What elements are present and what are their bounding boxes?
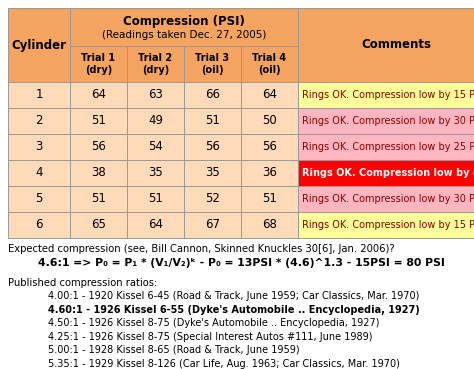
Text: Rings OK. Compression low by 45 PSI!: Rings OK. Compression low by 45 PSI! bbox=[302, 168, 474, 178]
Text: 63: 63 bbox=[148, 89, 163, 101]
Text: 68: 68 bbox=[262, 218, 277, 231]
Bar bbox=[70, 134, 127, 160]
Text: 56: 56 bbox=[262, 141, 277, 154]
Text: 4.60:1 - 1926 Kissel 6-55 (Dyke's Automobile .. Encyclopedia, 1927): 4.60:1 - 1926 Kissel 6-55 (Dyke's Automo… bbox=[48, 305, 420, 315]
Bar bbox=[127, 82, 184, 108]
Bar bbox=[8, 160, 70, 186]
Text: 56: 56 bbox=[205, 141, 220, 154]
Text: 49: 49 bbox=[148, 114, 163, 128]
Text: 64: 64 bbox=[148, 218, 163, 231]
Bar bbox=[127, 212, 184, 238]
Text: 4.6:1 => P₀ = P₁ * (V₁/V₂)ᵏ - P₀ = 13PSI * (4.6)^1.3 - 15PSI = 80 PSI: 4.6:1 => P₀ = P₁ * (V₁/V₂)ᵏ - P₀ = 13PSI… bbox=[38, 258, 445, 268]
Bar bbox=[127, 186, 184, 212]
Text: 4.25:1 - 1926 Kissel 8-75 (Special Interest Autos #111, June 1989): 4.25:1 - 1926 Kissel 8-75 (Special Inter… bbox=[48, 332, 373, 342]
Text: 66: 66 bbox=[205, 89, 220, 101]
Bar bbox=[241, 212, 298, 238]
Text: Trial 3
(oil): Trial 3 (oil) bbox=[195, 53, 229, 75]
Text: 5.35:1 - 1929 Kissel 8-126 (Car Life, Aug. 1963; Car Classics, Mar. 1970): 5.35:1 - 1929 Kissel 8-126 (Car Life, Au… bbox=[48, 359, 400, 369]
Bar bbox=[298, 134, 474, 160]
Text: Rings OK. Compression low by 15 PSI.: Rings OK. Compression low by 15 PSI. bbox=[302, 220, 474, 230]
Text: 1: 1 bbox=[35, 89, 43, 101]
Bar bbox=[184, 160, 241, 186]
Bar bbox=[127, 160, 184, 186]
Text: Rings OK. Compression low by 25 PSI.: Rings OK. Compression low by 25 PSI. bbox=[302, 142, 474, 152]
Text: 54: 54 bbox=[148, 141, 163, 154]
Text: Trial 1
(dry): Trial 1 (dry) bbox=[82, 53, 116, 75]
Bar bbox=[241, 46, 298, 82]
Bar bbox=[8, 82, 70, 108]
Bar bbox=[70, 82, 127, 108]
Text: 64: 64 bbox=[91, 89, 106, 101]
Text: 2: 2 bbox=[35, 114, 43, 128]
Bar bbox=[298, 160, 474, 186]
Text: 4.50:1 - 1926 Kissel 8-75 (Dyke's Automobile .. Encyclopedia, 1927): 4.50:1 - 1926 Kissel 8-75 (Dyke's Automo… bbox=[48, 318, 380, 328]
Text: 5: 5 bbox=[35, 193, 43, 206]
Bar bbox=[184, 134, 241, 160]
Text: 50: 50 bbox=[262, 114, 277, 128]
Bar bbox=[184, 108, 241, 134]
Bar bbox=[298, 8, 474, 82]
Text: 38: 38 bbox=[91, 166, 106, 179]
Text: 36: 36 bbox=[262, 166, 277, 179]
Text: Compression (PSI): Compression (PSI) bbox=[123, 15, 245, 28]
Text: 56: 56 bbox=[91, 141, 106, 154]
Bar bbox=[8, 212, 70, 238]
Text: Rings OK. Compression low by 30 PSI.: Rings OK. Compression low by 30 PSI. bbox=[302, 194, 474, 204]
Text: 51: 51 bbox=[91, 114, 106, 128]
Text: 52: 52 bbox=[205, 193, 220, 206]
Text: 4.00:1 - 1920 Kissel 6-45 (Road & Track, June 1959; Car Classics, Mar. 1970): 4.00:1 - 1920 Kissel 6-45 (Road & Track,… bbox=[48, 291, 419, 301]
Bar bbox=[298, 212, 474, 238]
Bar bbox=[70, 212, 127, 238]
Bar bbox=[298, 108, 474, 134]
Text: 51: 51 bbox=[148, 193, 163, 206]
Bar bbox=[127, 134, 184, 160]
Text: 51: 51 bbox=[262, 193, 277, 206]
Text: Trial 4
(oil): Trial 4 (oil) bbox=[253, 53, 287, 75]
Bar bbox=[8, 186, 70, 212]
Text: Cylinder: Cylinder bbox=[11, 38, 66, 52]
Text: 65: 65 bbox=[91, 218, 106, 231]
Bar bbox=[70, 108, 127, 134]
Text: 6: 6 bbox=[35, 218, 43, 231]
Text: 51: 51 bbox=[205, 114, 220, 128]
Bar bbox=[184, 46, 241, 82]
Text: Expected compression (see, Bill Cannon, Skinned Knuckles 30[6], Jan. 2006)?: Expected compression (see, Bill Cannon, … bbox=[8, 244, 395, 254]
Text: Trial 2
(dry): Trial 2 (dry) bbox=[138, 53, 173, 75]
Bar bbox=[70, 46, 127, 82]
Text: Rings OK. Compression low by 15 PSI.: Rings OK. Compression low by 15 PSI. bbox=[302, 90, 474, 100]
Bar bbox=[184, 82, 241, 108]
Bar bbox=[70, 8, 298, 46]
Text: 35: 35 bbox=[205, 166, 220, 179]
Bar bbox=[127, 46, 184, 82]
Bar bbox=[8, 108, 70, 134]
Bar bbox=[184, 186, 241, 212]
Text: (Readings taken Dec. 27, 2005): (Readings taken Dec. 27, 2005) bbox=[102, 30, 266, 40]
Text: 4: 4 bbox=[35, 166, 43, 179]
Text: 5.00:1 - 1928 Kissel 8-65 (Road & Track, June 1959): 5.00:1 - 1928 Kissel 8-65 (Road & Track,… bbox=[48, 345, 300, 355]
Bar bbox=[241, 186, 298, 212]
Bar bbox=[241, 82, 298, 108]
Bar bbox=[298, 186, 474, 212]
Text: 35: 35 bbox=[148, 166, 163, 179]
Bar bbox=[8, 134, 70, 160]
Bar bbox=[127, 108, 184, 134]
Bar bbox=[184, 212, 241, 238]
Text: Published compression ratios:: Published compression ratios: bbox=[8, 278, 157, 288]
Text: Rings OK. Compression low by 30 PSI.: Rings OK. Compression low by 30 PSI. bbox=[302, 116, 474, 126]
Bar bbox=[70, 186, 127, 212]
Text: 67: 67 bbox=[205, 218, 220, 231]
Text: 3: 3 bbox=[35, 141, 43, 154]
Bar bbox=[241, 134, 298, 160]
Bar bbox=[8, 8, 70, 82]
Bar bbox=[298, 82, 474, 108]
Text: Comments: Comments bbox=[361, 38, 431, 52]
Text: 64: 64 bbox=[262, 89, 277, 101]
Bar bbox=[241, 160, 298, 186]
Bar bbox=[241, 108, 298, 134]
Text: 51: 51 bbox=[91, 193, 106, 206]
Bar bbox=[70, 160, 127, 186]
